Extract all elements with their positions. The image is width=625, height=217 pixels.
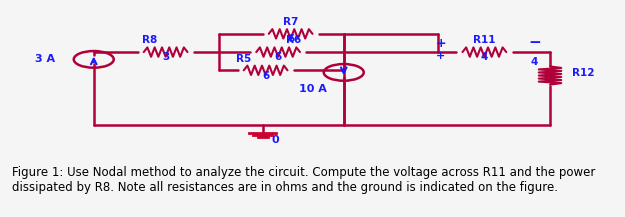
Text: R7: R7 <box>283 17 298 27</box>
Text: R12: R12 <box>572 67 594 77</box>
Text: Figure 1: Use Nodal method to analyze the circuit. Compute the voltage across R1: Figure 1: Use Nodal method to analyze th… <box>12 166 596 194</box>
Text: 6: 6 <box>287 34 294 44</box>
Text: 4: 4 <box>481 53 488 62</box>
Text: 0: 0 <box>272 135 279 145</box>
Text: 6: 6 <box>262 71 269 81</box>
Text: 10 A: 10 A <box>299 84 326 94</box>
Text: 3 A: 3 A <box>35 54 55 64</box>
Text: 6: 6 <box>274 53 282 62</box>
Text: R8: R8 <box>142 35 158 45</box>
Text: R11: R11 <box>473 35 496 45</box>
Text: −: − <box>528 35 541 50</box>
Text: 4: 4 <box>531 57 538 67</box>
Text: R6: R6 <box>286 35 301 45</box>
Text: 3: 3 <box>162 53 169 62</box>
Text: +: + <box>436 51 445 61</box>
Text: +: + <box>435 37 446 50</box>
Text: R5: R5 <box>236 54 251 64</box>
